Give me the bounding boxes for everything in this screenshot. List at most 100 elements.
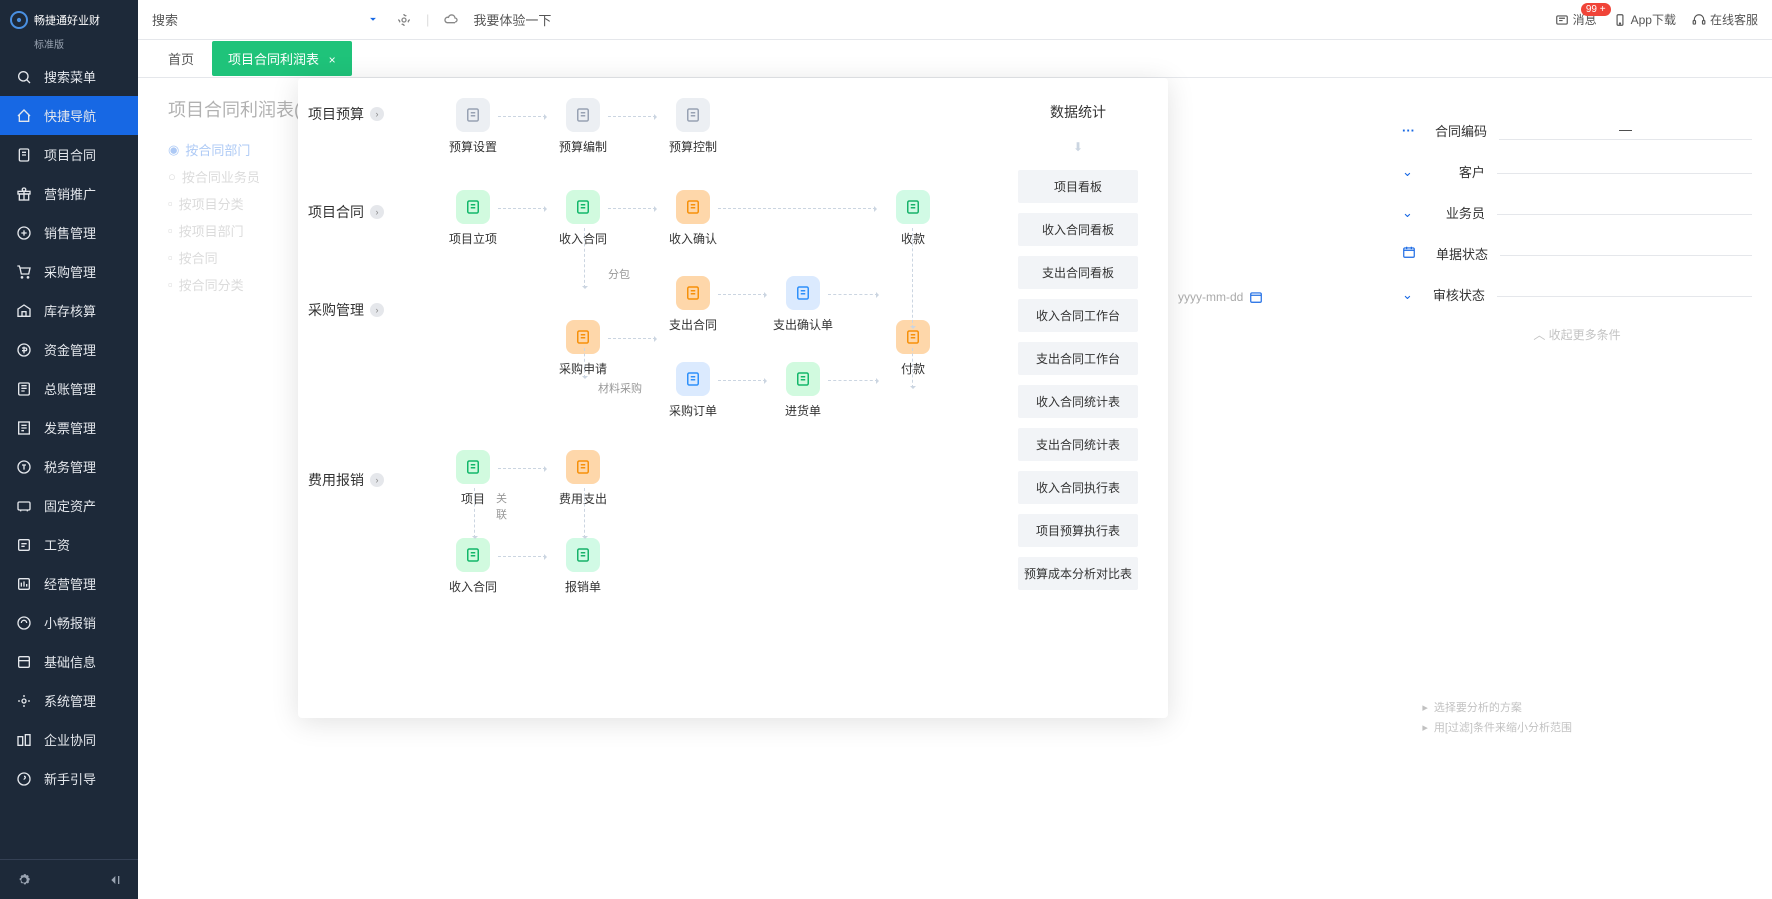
stat-button[interactable]: 项目看板: [1018, 170, 1138, 203]
node-label: 预算控制: [658, 138, 728, 155]
calendar-icon[interactable]: [1402, 245, 1416, 262]
flow-arrow: [498, 556, 546, 557]
subtree-item[interactable]: 按合同业务员: [182, 167, 260, 186]
sidebar-item-system[interactable]: 系统管理: [0, 681, 138, 720]
sidebar-item-guide[interactable]: 新手引导: [0, 759, 138, 798]
chevron-right-icon: ›: [370, 107, 384, 121]
sidebar-item-purchase[interactable]: 采购管理: [0, 252, 138, 291]
subtree-item[interactable]: 按合同: [179, 248, 218, 267]
sidebar-item-invoice[interactable]: 发票管理: [0, 408, 138, 447]
stat-button[interactable]: 支出合同工作台: [1018, 342, 1138, 375]
contract-no-input[interactable]: —: [1499, 120, 1752, 140]
subtree-item[interactable]: 按合同部门: [185, 140, 250, 159]
sidebar-item-label: 系统管理: [44, 691, 96, 710]
flow-arrow: [718, 294, 766, 295]
stat-button[interactable]: 项目预算执行表: [1018, 514, 1138, 547]
flow-node-goods_in[interactable]: 进货单: [768, 362, 838, 419]
flow-arrow: [912, 348, 913, 388]
more-icon[interactable]: ···: [1402, 123, 1415, 138]
stat-button[interactable]: 支出合同统计表: [1018, 428, 1138, 461]
sidebar-item-xc[interactable]: 小畅报销: [0, 603, 138, 642]
stat-button[interactable]: 预算成本分析对比表: [1018, 557, 1138, 590]
section-contract[interactable]: 项目合同›: [308, 202, 408, 222]
trial-link[interactable]: 我要体验一下: [473, 10, 551, 29]
chevron-down-icon[interactable]: ⌄: [1402, 205, 1413, 221]
settings-icon[interactable]: [16, 872, 32, 888]
topbar: 搜索 | 我要体验一下 消息 99 + App下载: [138, 0, 1772, 40]
flow-node-income_contract2[interactable]: 收入合同: [438, 538, 508, 595]
collapse-filters-button[interactable]: ︿ 收起更多条件: [1533, 328, 1620, 342]
stat-button[interactable]: 收入合同看板: [1018, 213, 1138, 246]
flow-node-out_confirm[interactable]: 支出确认单: [768, 276, 838, 333]
flow-node-expense_out[interactable]: 费用支出: [548, 450, 618, 507]
sidebar-item-ledger[interactable]: 总账管理: [0, 369, 138, 408]
sidebar-item-fund[interactable]: 资金管理: [0, 330, 138, 369]
sidebar-item-salary[interactable]: 工资: [0, 525, 138, 564]
quick-nav-modal: 项目预算› 项目合同› 采购管理› 费用报销› 预算设置预算编制预算控制项目立项…: [298, 78, 1168, 718]
sidebar-item-asset[interactable]: 固定资产: [0, 486, 138, 525]
sidebar-item-gift[interactable]: 营销推广: [0, 174, 138, 213]
sidebar-item-nav[interactable]: 快捷导航: [0, 96, 138, 135]
sidebar-item-label: 企业协同: [44, 730, 96, 749]
date-range-input[interactable]: yyyy-mm-dd: [1178, 290, 1263, 304]
section-purchase[interactable]: 采购管理›: [308, 300, 408, 320]
search-input[interactable]: 搜索: [152, 10, 352, 29]
flow-node-proj_start[interactable]: 项目立项: [438, 190, 508, 247]
sidebar-footer: [0, 859, 138, 899]
app-download-label: App下载: [1631, 11, 1676, 28]
calendar-icon: [1249, 290, 1263, 304]
flow-node-receive[interactable]: 收款: [878, 190, 948, 247]
salesman-input[interactable]: [1497, 210, 1752, 215]
search-icon: [16, 69, 32, 85]
chevron-down-icon[interactable]: [366, 12, 382, 28]
close-icon[interactable]: ×: [329, 53, 336, 67]
messages-button[interactable]: 消息 99 +: [1555, 11, 1597, 28]
flow-node-budget_make[interactable]: 预算编制: [548, 98, 618, 155]
flow-node-income_contract[interactable]: 收入合同: [548, 190, 618, 247]
sidebar-item-operate[interactable]: 经营管理: [0, 564, 138, 603]
sidebar-item-sale[interactable]: 销售管理: [0, 213, 138, 252]
cs-label: 在线客服: [1710, 11, 1758, 28]
stat-button[interactable]: 收入合同统计表: [1018, 385, 1138, 418]
flow-node-budget_set[interactable]: 预算设置: [438, 98, 508, 155]
sidebar-item-label: 营销推广: [44, 184, 96, 203]
chevron-down-icon[interactable]: ⌄: [1402, 287, 1413, 303]
stat-button[interactable]: 支出合同看板: [1018, 256, 1138, 289]
sidebar-item-search[interactable]: 搜索菜单: [0, 57, 138, 96]
section-expense[interactable]: 费用报销›: [308, 470, 408, 490]
sidebar-item-base[interactable]: 基础信息: [0, 642, 138, 681]
sidebar-item-contract[interactable]: 项目合同: [0, 135, 138, 174]
tab-home[interactable]: 首页: [152, 41, 210, 76]
node-label: 收入合同: [438, 578, 508, 595]
subtree-item[interactable]: 按合同分类: [179, 275, 244, 294]
sidebar-item-tax[interactable]: 税务管理: [0, 447, 138, 486]
stat-button[interactable]: 收入合同工作台: [1018, 299, 1138, 332]
doc-icon: [896, 190, 930, 224]
base-icon: [16, 654, 32, 670]
chevron-down-icon[interactable]: ⌄: [1402, 164, 1413, 180]
flow-node-purchase_req[interactable]: 采购申请: [548, 320, 618, 377]
stat-button[interactable]: 收入合同执行表: [1018, 471, 1138, 504]
ledger-icon: [16, 381, 32, 397]
flow-node-out_contract[interactable]: 支出合同: [658, 276, 728, 333]
sidebar-item-corp[interactable]: 企业协同: [0, 720, 138, 759]
customer-service-button[interactable]: 在线客服: [1692, 11, 1758, 28]
flow-node-income_confirm[interactable]: 收入确认: [658, 190, 728, 247]
app-download-button[interactable]: App下载: [1613, 11, 1676, 28]
tab-active[interactable]: 项目合同利润表 ×: [212, 41, 352, 76]
section-budget[interactable]: 项目预算›: [308, 104, 408, 124]
flow-node-reimb[interactable]: 报销单: [548, 538, 618, 595]
flow-node-purchase_order[interactable]: 采购订单: [658, 362, 728, 419]
bill-status-input[interactable]: [1500, 251, 1752, 256]
flow-sublabel: 分包: [608, 266, 630, 282]
sidebar-item-stock[interactable]: 库存核算: [0, 291, 138, 330]
tab-active-label: 项目合同利润表: [228, 52, 319, 67]
customer-input[interactable]: [1497, 169, 1752, 174]
flow-arrow: [718, 208, 876, 209]
audit-status-input[interactable]: [1497, 292, 1752, 297]
subtree-item[interactable]: 按项目部门: [179, 221, 244, 240]
gear-icon[interactable]: [396, 12, 412, 28]
collapse-icon[interactable]: [106, 872, 122, 888]
subtree-item[interactable]: 按项目分类: [179, 194, 244, 213]
flow-node-budget_ctrl[interactable]: 预算控制: [658, 98, 728, 155]
